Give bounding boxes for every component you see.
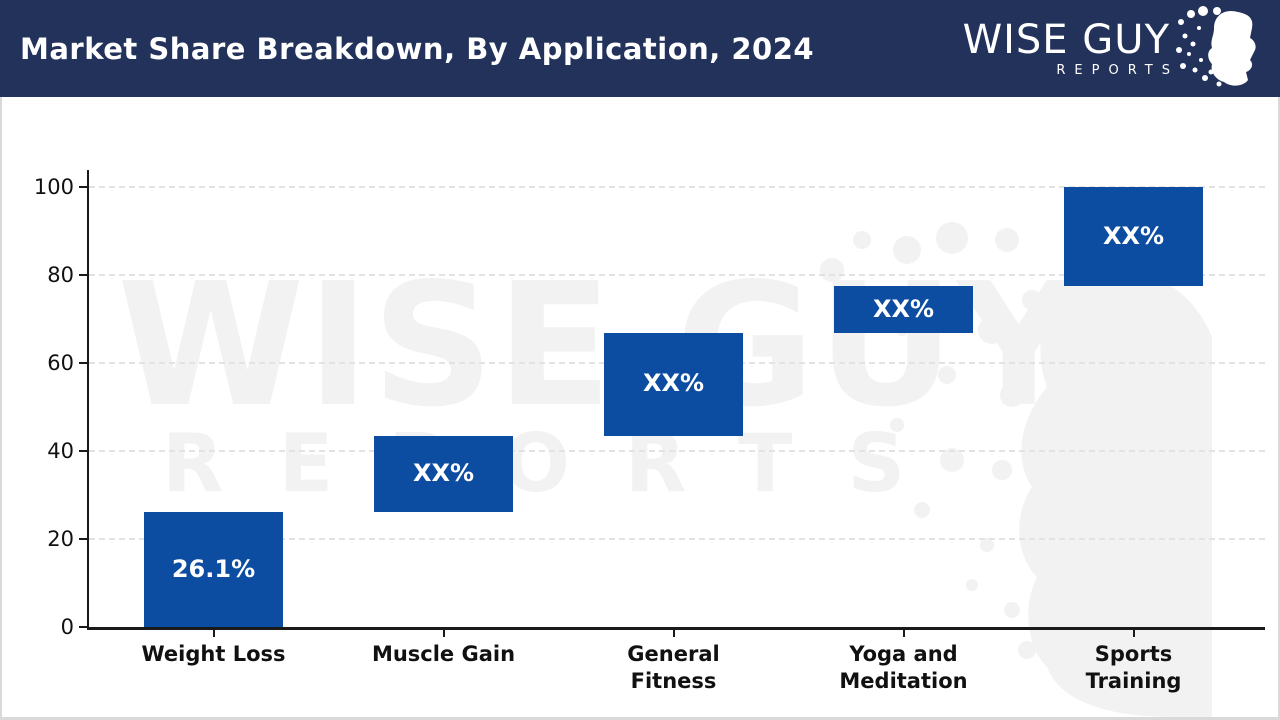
logo-face-icon [1176,5,1256,86]
x-category-label: Sports Training [1085,642,1182,694]
watermark-reports-text: REPORTS [162,417,961,510]
x-category-label: Yoga and Meditation [839,642,968,694]
y-axis-line [87,170,89,629]
gridline [89,450,1265,452]
y-tick-label: 100 [33,175,74,199]
x-tick-mark [672,629,675,637]
wiseguy-logo: WISE GUY REPORTS [963,5,1266,92]
x-category-label: Muscle Gain [371,642,516,666]
bar-value-label: XX% [642,369,705,398]
y-tick-mark [79,538,87,540]
y-tick-mark [79,362,87,364]
bar-value-label: XX% [412,458,475,487]
x-tick-mark [442,629,445,637]
x-tick-mark [902,629,905,637]
bar-segment [1064,187,1203,287]
watermark-brand-text: WISE GUY [117,247,1083,445]
y-tick-mark [79,274,87,276]
y-tick-label: 60 [47,351,74,375]
x-axis-line [87,627,1265,630]
bar-value-label: XX% [872,294,935,323]
y-tick-mark [79,186,87,188]
gridline [89,274,1265,276]
gridline [89,186,1265,188]
bar-segment [834,286,973,333]
x-tick-mark [1132,629,1135,637]
bar-segment [374,435,513,513]
logo-brand-text: WISE GUY [962,16,1170,63]
x-category-label: Weight Loss [141,642,286,666]
bar-value-label: XX% [1102,221,1165,250]
y-tick-label: 40 [47,439,74,463]
y-tick-label: 0 [60,615,74,639]
chart-title: Market Share Breakdown, By Application, … [20,31,815,66]
logo-reports-text: REPORTS [1056,62,1179,78]
y-tick-label: 20 [47,527,74,551]
bar-segment [144,512,283,627]
x-tick-mark [212,629,215,637]
chart-area: WISE GUY REPORTS 0 20 40 60 80 100 26.1% Weight… [0,97,1280,720]
watermark-face-icon [820,222,1212,717]
gridline [89,538,1265,540]
bar-value-label: 26.1% [171,554,256,583]
x-category-label: General Fitness [627,642,720,694]
y-tick-label: 80 [47,263,74,287]
y-tick-mark [79,450,87,452]
bar-segment [604,332,743,436]
logo-text: WISE GUY REPORTS [963,20,1170,78]
y-tick-mark [79,626,87,628]
header-bar: Market Share Breakdown, By Application, … [0,0,1280,97]
